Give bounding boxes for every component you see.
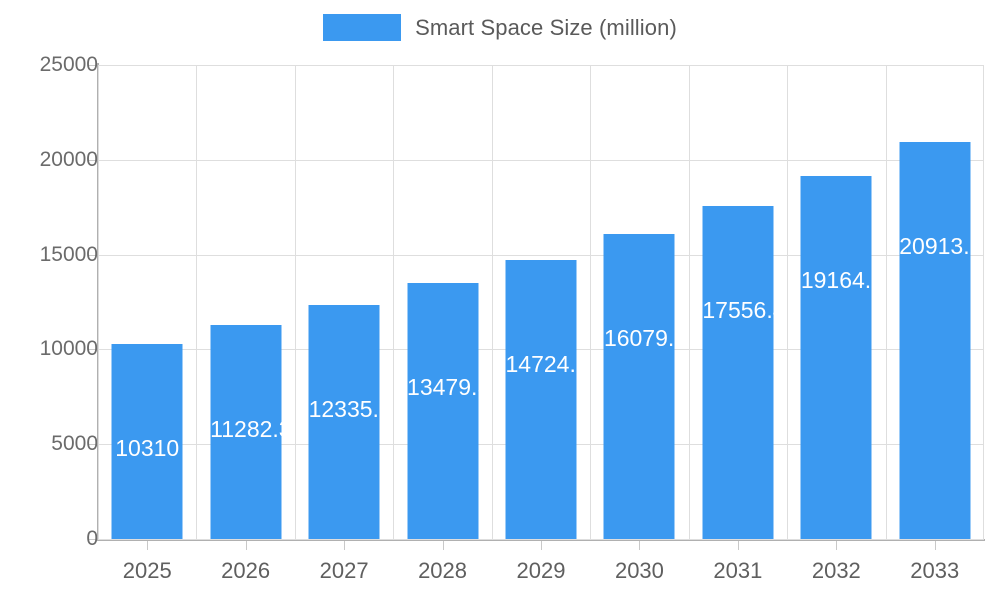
y-tick-mark: [89, 159, 97, 161]
y-tick-label: 5000: [51, 432, 98, 456]
x-tick-mark: [344, 541, 345, 550]
bar-2025[interactable]: 10310: [111, 343, 183, 539]
x-tick-mark: [639, 541, 640, 550]
bar-value-label: 12335.4: [308, 398, 380, 422]
x-tick-mark: [541, 541, 542, 550]
x-gridline: [295, 65, 296, 539]
y-tick-label: 20000: [39, 147, 98, 171]
bar-band: 12335.4: [295, 65, 393, 539]
x-tick-label-2029: 2029: [516, 558, 566, 583]
chart-legend: Smart Space Size (million): [0, 14, 1000, 41]
x-tick-label-2028: 2028: [418, 558, 468, 583]
x-tick-mark: [836, 541, 837, 550]
bar-band: 11282.3: [196, 65, 294, 539]
bar-band: 16079.9: [590, 65, 688, 539]
x-gridline: [590, 65, 591, 539]
bar-2032[interactable]: 19164.2: [800, 175, 872, 539]
x-tick-mark: [738, 541, 739, 550]
bar-value-label: 17556.4: [702, 299, 773, 323]
x-tick-label-2032: 2032: [811, 558, 861, 583]
x-tick-label-2026: 2026: [221, 558, 271, 583]
y-tick-mark: [89, 349, 97, 351]
bar-2028[interactable]: 13479.3: [407, 283, 479, 539]
bar-2031[interactable]: 17556.4: [702, 206, 774, 539]
y-tick-mark: [89, 444, 97, 446]
y-tick-label: 25000: [39, 53, 98, 76]
x-tick-mark: [246, 541, 247, 550]
x-tick-mark: [147, 541, 148, 550]
y-tick-mark: [89, 65, 97, 66]
x-tick-mark: [443, 541, 444, 550]
legend-swatch-smart-space: [323, 14, 402, 41]
x-tick-mark: [935, 541, 936, 550]
x-tick-label-2031: 2031: [713, 558, 763, 583]
bar-value-label: 20913.5: [899, 235, 970, 259]
y-axis: 0 5000 10000 15000 20000 25000: [0, 0, 98, 600]
x-gridline: [983, 65, 984, 539]
plot-area: 10310 11282.3 12335.4 13479.3 14724.2 16079.9…: [98, 65, 984, 540]
bar-2029[interactable]: 14724.2: [505, 259, 577, 539]
x-tick-label-2033: 2033: [910, 558, 960, 583]
bar-2030[interactable]: 16079.9: [603, 234, 675, 539]
x-tick-label-2030: 2030: [614, 558, 664, 583]
bar-band: 14724.2: [492, 65, 590, 539]
bar-value-label: 19164.2: [800, 268, 872, 292]
x-gridline: [886, 65, 887, 539]
bar-2026[interactable]: 11282.3: [210, 325, 282, 539]
y-tick-label: 15000: [39, 242, 98, 266]
y-gridline: [98, 65, 984, 66]
bar-value-label: 16079.9: [603, 327, 675, 351]
y-tick-label: 10000: [39, 337, 98, 361]
x-gridline: [98, 65, 99, 539]
y-gridline: [98, 159, 984, 161]
y-gridline: [98, 539, 984, 540]
x-gridline: [393, 65, 394, 539]
x-gridline: [196, 65, 197, 539]
bar-2033[interactable]: 20913.5: [899, 142, 971, 539]
bar-value-label: 13479.3: [407, 376, 478, 400]
x-tick-label-2025: 2025: [122, 558, 172, 583]
bar-band: 10310: [98, 65, 196, 539]
bar-value-label: 11282.3: [210, 418, 281, 442]
y-tick-mark: [89, 254, 97, 256]
bar-value-label: 10310: [115, 436, 180, 460]
x-tick-label-2027: 2027: [319, 558, 369, 583]
x-gridline: [689, 65, 690, 539]
y-tick-label: 0: [86, 527, 98, 550]
y-gridline: [98, 254, 984, 256]
bar-2027[interactable]: 12335.4: [308, 305, 380, 539]
legend-label-smart-space: Smart Space Size (million): [415, 14, 677, 40]
bar-band: 13479.3: [393, 65, 491, 539]
bar-band: 20913.5: [886, 65, 984, 539]
x-gridline: [787, 65, 788, 539]
x-axis-line: [97, 539, 985, 541]
bar-value-label: 14724.2: [505, 352, 576, 376]
y-tick-mark: [89, 539, 97, 540]
x-gridline: [492, 65, 493, 539]
bar-band: 17556.4: [689, 65, 787, 539]
bar-band: 19164.2: [787, 65, 885, 539]
